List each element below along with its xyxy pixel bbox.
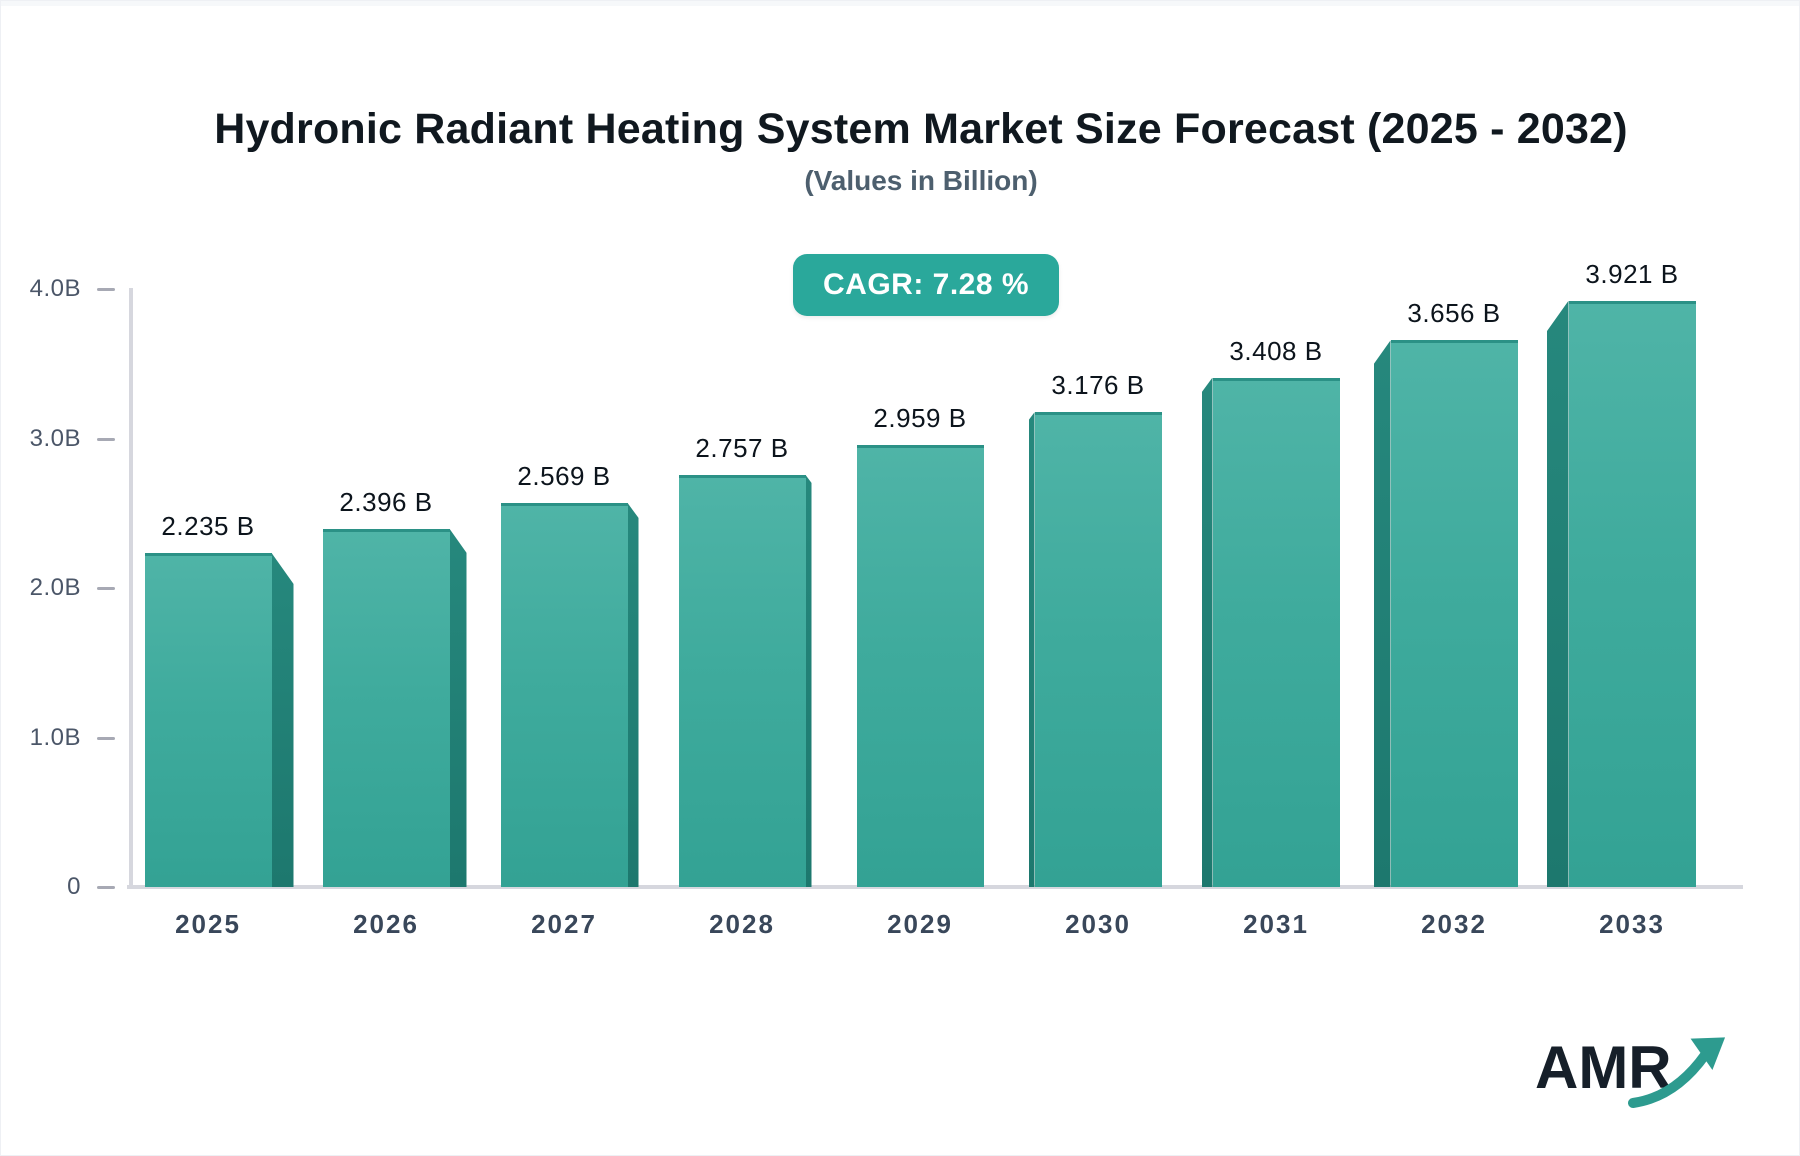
bar-side-2032 xyxy=(1373,340,1391,887)
bar-2029 xyxy=(856,444,984,887)
bar-2030 xyxy=(1034,412,1162,887)
y-axis-label-2.0B: 2.0B xyxy=(29,574,81,601)
bar-2025 xyxy=(144,552,272,887)
bar-2033 xyxy=(1568,300,1696,887)
cagr-badge: CAGR: 7.28 % xyxy=(793,254,1060,316)
bar-side-2031 xyxy=(1201,377,1213,887)
y-axis-label-4.0B: 4.0B xyxy=(29,275,81,302)
bar-2027 xyxy=(500,502,628,887)
bar-2031 xyxy=(1212,377,1340,887)
y-axis-label-1.0B: 1.0B xyxy=(29,723,81,751)
bar-side-2030 xyxy=(1028,412,1035,887)
bar-side-2033 xyxy=(1546,300,1569,887)
y-axis-line xyxy=(129,288,133,889)
y-axis-tick xyxy=(97,437,115,441)
bar-value-label: 2.396 B xyxy=(339,486,433,517)
y-axis-tick xyxy=(97,288,115,291)
x-axis-label-2026: 2026 xyxy=(353,909,419,939)
y-axis-tick xyxy=(97,886,115,889)
chart-title: Hydronic Radiant Heating System Market S… xyxy=(214,105,1628,153)
y-axis-tick xyxy=(97,587,115,590)
x-axis-label-2029: 2029 xyxy=(887,909,953,939)
amr-logo: AMR xyxy=(1535,1033,1755,1123)
card-top-strip xyxy=(1,1,1799,6)
bar-2026 xyxy=(322,528,450,887)
bar-value-label: 2.235 B xyxy=(161,510,255,541)
bar-value-label: 3.921 B xyxy=(1585,258,1679,289)
x-axis-label-2032: 2032 xyxy=(1421,909,1487,939)
bar-side-2026 xyxy=(449,528,467,887)
growth-arrow-icon xyxy=(1628,1037,1726,1108)
x-axis-label-2028: 2028 xyxy=(709,909,775,939)
bar-value-label: 3.176 B xyxy=(1051,370,1145,401)
bar-value-label: 3.408 B xyxy=(1229,335,1323,366)
x-axis-label-2033: 2033 xyxy=(1599,909,1665,939)
amr-logo-text: AMR xyxy=(1535,1034,1672,1101)
bar-side-2025 xyxy=(271,552,294,887)
bar-value-label: 2.959 B xyxy=(873,402,967,433)
bar-side-2028 xyxy=(805,474,812,887)
x-axis-label-2027: 2027 xyxy=(531,909,597,939)
y-axis-label-0: 0 xyxy=(67,873,81,900)
bar-value-label: 2.757 B xyxy=(695,432,789,463)
bar-2028 xyxy=(678,474,806,887)
x-axis-label-2030: 2030 xyxy=(1065,909,1131,939)
x-axis-line xyxy=(127,885,1743,889)
chart-subtitle: (Values in Billion) xyxy=(804,165,1038,196)
y-axis-label-3.0B: 3.0B xyxy=(29,424,81,452)
y-axis-tick xyxy=(97,736,115,740)
x-axis-label-2025: 2025 xyxy=(175,909,241,939)
bar-side-2027 xyxy=(627,502,639,887)
bar-2032 xyxy=(1390,340,1518,887)
x-axis-label-2031: 2031 xyxy=(1243,909,1309,939)
bar-value-label: 3.656 B xyxy=(1407,298,1501,329)
bar-value-label: 2.569 B xyxy=(517,460,611,491)
